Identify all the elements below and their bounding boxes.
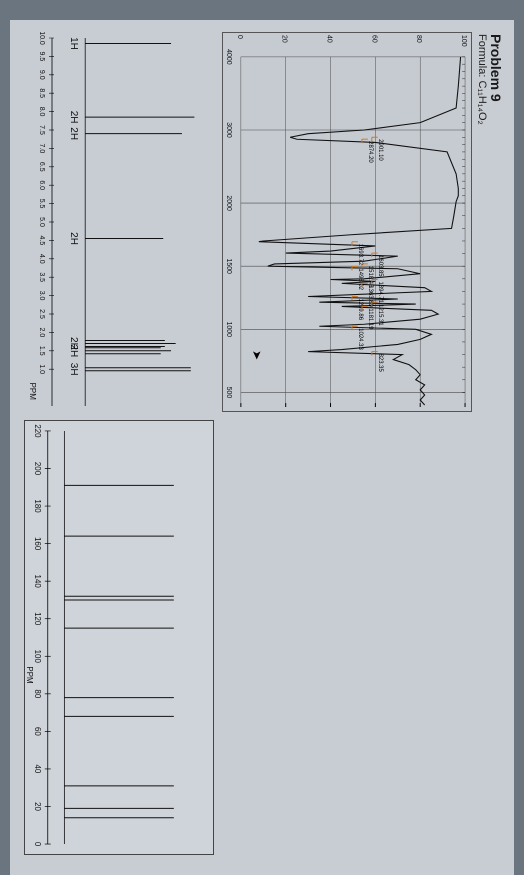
svg-text:1693.72: 1693.72 (357, 244, 363, 266)
svg-text:4.0: 4.0 (38, 254, 45, 264)
svg-text:PPM: PPM (25, 666, 34, 683)
svg-text:2874.20: 2874.20 (367, 141, 373, 163)
svg-text:6.5: 6.5 (38, 162, 45, 172)
svg-text:823.35: 823.35 (377, 354, 383, 373)
svg-text:140: 140 (33, 575, 42, 589)
svg-text:20: 20 (33, 802, 42, 811)
problem-title: Problem 9 (488, 34, 504, 861)
svg-text:220: 220 (33, 424, 42, 438)
svg-text:1215.31: 1215.31 (377, 304, 383, 326)
svg-text:500: 500 (225, 387, 232, 399)
svg-text:100: 100 (33, 650, 42, 664)
h1-nmr-panel: 10.0 9.5 9.0 8.5 8.0 7.5 7.0 6.5 6.0 5.5 5.0 4.5 4.0… (24, 32, 214, 412)
svg-text:1500: 1500 (225, 258, 232, 274)
svg-text:1181.19: 1181.19 (367, 308, 373, 330)
svg-text:8.5: 8.5 (38, 88, 45, 98)
svg-text:60: 60 (370, 35, 377, 43)
svg-text:4.5: 4.5 (38, 236, 45, 246)
svg-text:0: 0 (236, 35, 243, 39)
svg-text:6.0: 6.0 (38, 180, 45, 190)
svg-text:40: 40 (33, 765, 42, 774)
svg-text:2000: 2000 (225, 195, 232, 211)
h1nmr-svg: 10.0 9.5 9.0 8.5 8.0 7.5 7.0 6.5 6.0 5.5 5.0 4.5 4.0… (24, 32, 214, 412)
svg-text:7.5: 7.5 (38, 125, 45, 135)
svg-text:3.0: 3.0 (38, 291, 45, 301)
page: Problem 9 Formula: C₁₁H₁₄O₂ 400030002000… (10, 20, 514, 875)
svg-text:80: 80 (415, 35, 422, 43)
cursor-arrow-icon: ➤ (250, 350, 264, 360)
svg-text:2901.10: 2901.10 (377, 139, 383, 161)
svg-text:5.0: 5.0 (38, 217, 45, 227)
svg-text:1.5: 1.5 (38, 346, 45, 356)
svg-text:9.0: 9.0 (38, 70, 45, 80)
svg-text:8.0: 8.0 (38, 107, 45, 117)
svg-text:180: 180 (33, 499, 42, 513)
svg-text:80: 80 (33, 689, 42, 698)
svg-text:60: 60 (33, 727, 42, 736)
svg-text:100: 100 (460, 35, 467, 47)
svg-text:9.5: 9.5 (38, 52, 45, 62)
svg-text:10.0: 10.0 (38, 32, 45, 45)
svg-text:20: 20 (281, 35, 288, 43)
integration-label: 2H (68, 232, 79, 245)
integration-label: 3H (68, 363, 79, 376)
integration-label: 1H (68, 37, 79, 50)
integration-label: 2H (68, 127, 79, 140)
integration-label: 2H (68, 344, 79, 357)
svg-text:1.0: 1.0 (38, 364, 45, 374)
c13-nmr-panel: 220200180160140120100806040200PPM (24, 420, 214, 855)
svg-text:1024.33: 1024.33 (357, 328, 363, 350)
integration-label: 2H (68, 111, 79, 124)
svg-text:1603.85: 1603.85 (377, 255, 383, 277)
svg-text:PPM: PPM (28, 383, 37, 401)
svg-text:3000: 3000 (225, 122, 232, 138)
svg-text:4000: 4000 (225, 49, 232, 65)
c13nmr-svg: 220200180160140120100806040200PPM (25, 421, 213, 854)
header: Problem 9 Formula: C₁₁H₁₄O₂ (472, 20, 514, 875)
svg-text:2.5: 2.5 (38, 309, 45, 319)
svg-text:1394.71: 1394.71 (377, 281, 383, 303)
svg-text:2.0: 2.0 (38, 328, 45, 338)
svg-text:7.0: 7.0 (38, 144, 45, 154)
svg-text:0: 0 (33, 842, 42, 847)
svg-text:40: 40 (326, 35, 333, 43)
formula: Formula: C₁₁H₁₄O₂ (476, 34, 488, 861)
svg-text:160: 160 (33, 537, 42, 551)
svg-text:5.5: 5.5 (38, 199, 45, 209)
svg-text:3.5: 3.5 (38, 272, 45, 282)
svg-text:1000: 1000 (225, 322, 232, 338)
svg-text:200: 200 (33, 462, 42, 476)
svg-text:120: 120 (33, 612, 42, 626)
